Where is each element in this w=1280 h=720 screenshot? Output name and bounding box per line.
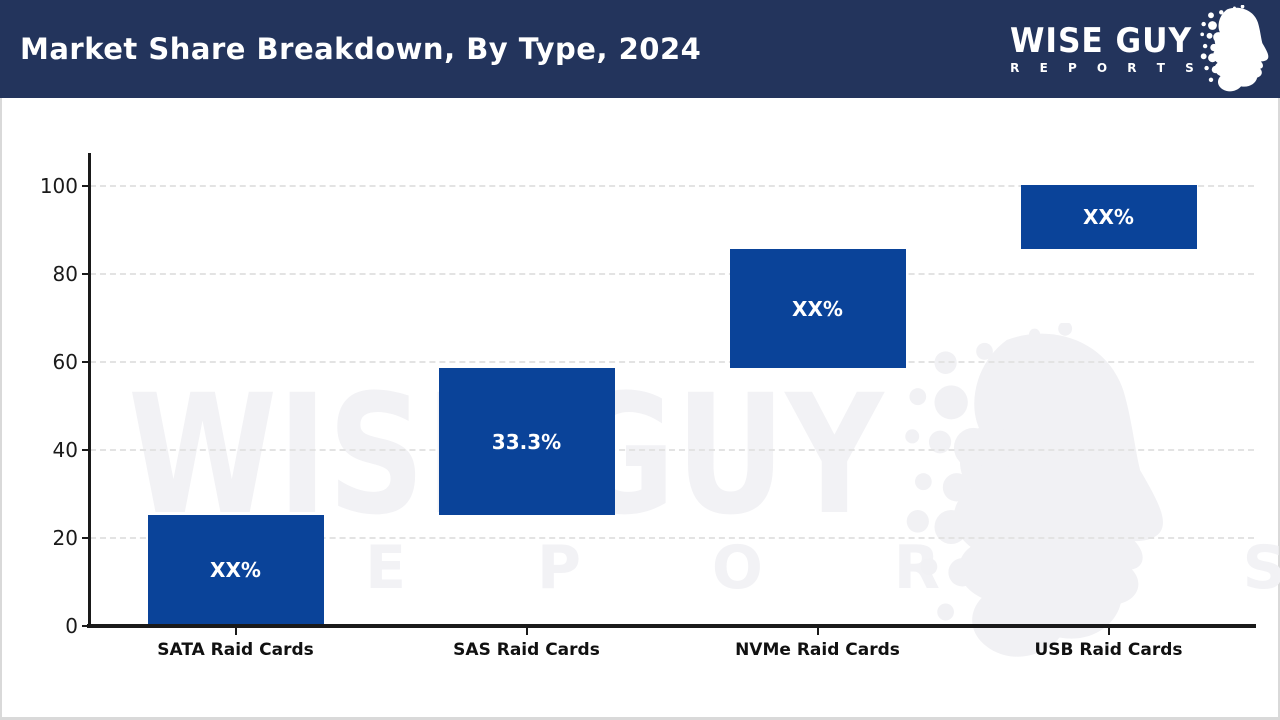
y-tick — [82, 625, 90, 627]
y-tick-label: 100 — [39, 174, 78, 198]
header-bar: Market Share Breakdown, By Type, 2024 WI… — [0, 0, 1280, 98]
y-tick-label: 40 — [52, 438, 78, 462]
y-tick — [82, 273, 90, 275]
y-tick — [82, 185, 90, 187]
gridline — [90, 449, 1254, 451]
x-tick — [234, 627, 237, 635]
bar-segment: XX% — [147, 515, 324, 625]
x-category-label: SATA Raid Cards — [157, 640, 314, 660]
bar-value-label: XX% — [210, 558, 261, 582]
x-tick — [525, 627, 528, 635]
y-tick — [82, 361, 90, 363]
y-tick-label: 0 — [65, 614, 78, 638]
x-tick — [1107, 627, 1110, 635]
gridline — [90, 185, 1254, 187]
wise-guy-reports-logo: WISE GUY R E P O R T S — [1010, 0, 1272, 98]
bar-segment: XX% — [1020, 185, 1197, 249]
y-tick — [82, 537, 90, 539]
y-tick — [82, 449, 90, 451]
x-category-label: NVMe Raid Cards — [735, 640, 900, 660]
bar-segment: XX% — [729, 248, 906, 369]
y-tick-label: 20 — [52, 526, 78, 550]
chart-title: Market Share Breakdown, By Type, 2024 — [20, 32, 702, 66]
x-category-label: SAS Raid Cards — [453, 640, 600, 660]
watermark-head-profile-icon — [905, 323, 1163, 657]
logo-wordmark: WISE GUY — [1010, 21, 1193, 61]
y-tick-label: 80 — [52, 262, 78, 286]
chart-area: WISE GUY R E P O R T S 0 20 40 60 80 100 XX% SA… — [0, 98, 1280, 720]
x-axis-spine — [87, 624, 1256, 628]
logo-subtitle: R E P O R T S — [1010, 61, 1202, 75]
y-tick-label: 60 — [52, 350, 78, 374]
gridline — [90, 537, 1254, 539]
logo-text: WISE GUY R E P O R T S — [1010, 24, 1208, 74]
x-category-label: USB Raid Cards — [1034, 640, 1183, 660]
gridline — [90, 361, 1254, 363]
bar-value-label: XX% — [792, 296, 843, 321]
gridline — [90, 273, 1254, 275]
bar-value-label: 33.3% — [491, 429, 562, 454]
bar-value-label: XX% — [1083, 204, 1134, 229]
y-axis-spine — [88, 153, 91, 627]
x-tick — [816, 627, 819, 635]
bar-segment: 33.3% — [438, 368, 615, 515]
